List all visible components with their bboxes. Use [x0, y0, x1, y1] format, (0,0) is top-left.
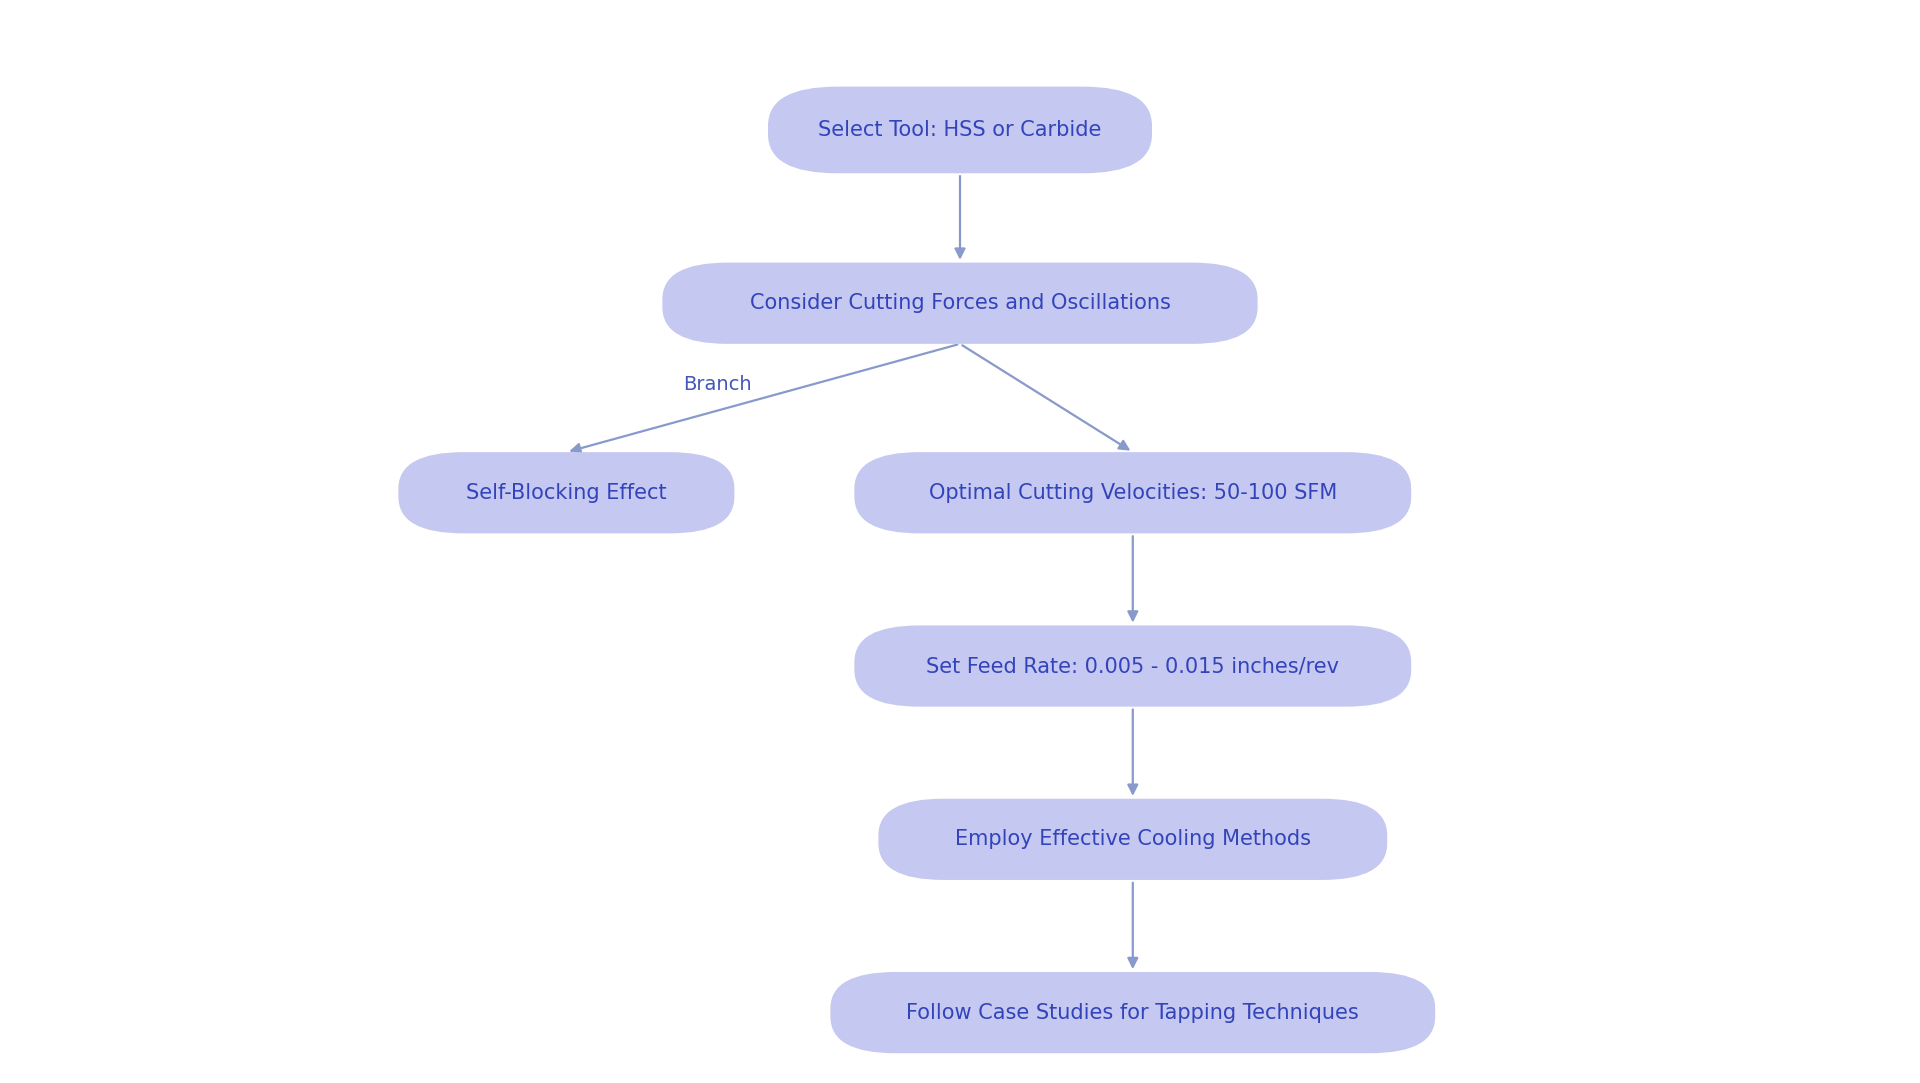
Text: Select Tool: HSS or Carbide: Select Tool: HSS or Carbide	[818, 120, 1102, 140]
FancyBboxPatch shape	[399, 453, 733, 533]
Text: Set Feed Rate: 0.005 - 0.015 inches/rev: Set Feed Rate: 0.005 - 0.015 inches/rev	[925, 656, 1340, 676]
Text: Employ Effective Cooling Methods: Employ Effective Cooling Methods	[954, 830, 1311, 849]
FancyBboxPatch shape	[829, 973, 1436, 1053]
Text: Follow Case Studies for Tapping Techniques: Follow Case Studies for Tapping Techniqu…	[906, 1003, 1359, 1022]
Text: Branch: Branch	[684, 375, 753, 394]
Text: Self-Blocking Effect: Self-Blocking Effect	[467, 483, 666, 503]
FancyBboxPatch shape	[768, 87, 1152, 173]
Text: Consider Cutting Forces and Oscillations: Consider Cutting Forces and Oscillations	[749, 293, 1171, 313]
FancyBboxPatch shape	[662, 262, 1258, 343]
FancyBboxPatch shape	[854, 453, 1411, 533]
FancyBboxPatch shape	[877, 799, 1386, 879]
FancyBboxPatch shape	[854, 625, 1411, 706]
Text: Optimal Cutting Velocities: 50-100 SFM: Optimal Cutting Velocities: 50-100 SFM	[929, 483, 1336, 503]
